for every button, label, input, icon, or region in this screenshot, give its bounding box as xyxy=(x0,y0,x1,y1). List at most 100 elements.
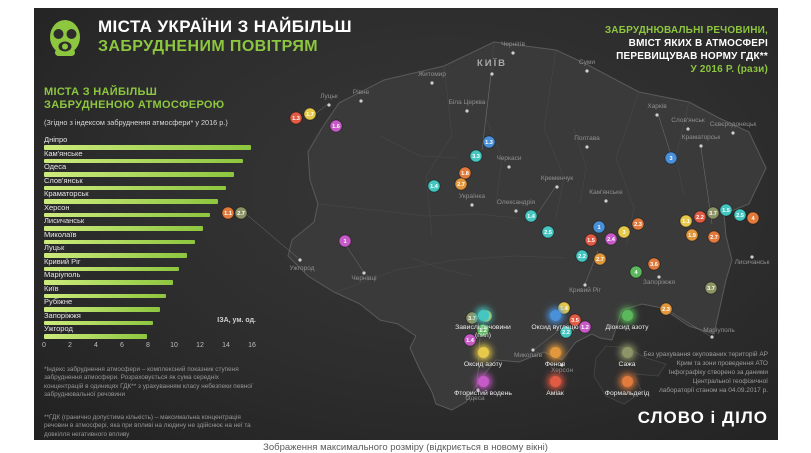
svg-text:1.1: 1.1 xyxy=(224,211,232,217)
city-dot xyxy=(750,255,754,259)
phenol-legend-dot xyxy=(549,347,561,358)
brand-logo: СЛОВО і ДІЛО xyxy=(637,408,768,427)
iza-bar xyxy=(44,239,195,244)
city-name: Лисичанськ xyxy=(735,259,770,266)
fullsize-image-link[interactable]: Зображення максимального розміру (відкри… xyxy=(263,442,548,453)
region-border xyxy=(543,49,565,219)
right-header: ЗАБРУДНЮВАЛЬНІ РЕЧОВИНИ, ВМІСТ ЯКИХ В АТМ… xyxy=(605,24,768,76)
iza-bar xyxy=(44,253,187,258)
city-name: Кривий Ріг xyxy=(569,286,601,294)
axis-tick: 4 xyxy=(94,341,98,349)
svg-text:4: 4 xyxy=(634,270,638,276)
no2-legend-dot xyxy=(621,310,633,321)
svg-text:1.5: 1.5 xyxy=(722,208,730,214)
bar-row: Кам'янське xyxy=(44,148,258,163)
city-dot xyxy=(359,99,363,103)
bar-row: Маріуполь xyxy=(44,271,258,285)
hf-legend-dot xyxy=(477,376,489,387)
region-border xyxy=(485,41,503,205)
city-label: Херсон xyxy=(44,202,70,212)
pollutant-marker: 1.8 xyxy=(458,166,472,180)
right-header-line: У 2016 Р. (рази) xyxy=(690,64,768,75)
svg-text:3.6: 3.6 xyxy=(650,262,658,268)
svg-text:3.7: 3.7 xyxy=(468,316,476,322)
city-name: Олександрія xyxy=(497,198,536,206)
city-dot xyxy=(327,103,331,107)
pollutant-marker: 2.7 xyxy=(454,177,468,191)
city-label: Слов'янськ xyxy=(44,175,83,185)
city-dot xyxy=(604,199,608,203)
footnote-1: *Індекс забруднення атмосфери – комплекс… xyxy=(44,365,253,399)
right-header-line: ЗАБРУДНЮВАЛЬНІ РЕЧОВИНИ, xyxy=(604,25,768,36)
legend-label: Завислі речовини (пил) xyxy=(455,324,511,339)
city-label: Кривий Ріг xyxy=(44,256,81,266)
pollutant-marker: 2.7 xyxy=(593,252,607,266)
legend-label: Аміак xyxy=(546,390,564,397)
legend-label: Оксид азоту xyxy=(463,361,503,368)
soot-legend-dot xyxy=(621,347,633,358)
city-dot xyxy=(490,72,494,76)
panel-title-line2: ЗАБРУДНЕНОЮ АТМОСФЕРОЮ xyxy=(44,99,225,111)
pollutant-marker: 1 xyxy=(592,220,606,234)
iza-bar xyxy=(44,199,219,204)
x-axis: 0 2 4 6 8 10 12 14 16 xyxy=(42,341,258,352)
pollutant-marker: 2.3 xyxy=(631,217,645,231)
pollutant-marker: 1.9 xyxy=(685,228,699,242)
city-dot xyxy=(430,81,434,85)
svg-text:2.7: 2.7 xyxy=(237,211,245,217)
city-dot xyxy=(531,348,535,352)
bar-row: Запоріжжя xyxy=(44,311,258,325)
city-dot xyxy=(511,51,515,55)
pollutant-marker: 3.7 xyxy=(706,206,720,220)
city-label: Кам'янське xyxy=(44,148,83,158)
svg-text:1.6: 1.6 xyxy=(332,124,340,130)
pollutant-marker: 1.5 xyxy=(719,203,733,217)
bar-row: Кривий Ріг xyxy=(44,256,258,271)
city-dot xyxy=(657,275,661,279)
credits-line: Інфографіку створено за даними xyxy=(668,369,768,376)
city-name: Українка xyxy=(459,193,485,200)
city-name: Полтава xyxy=(574,135,600,142)
pollutant-marker: 3.7 xyxy=(704,281,718,295)
svg-text:2.2: 2.2 xyxy=(562,330,570,336)
pollutant-marker: 2.5 xyxy=(733,208,747,222)
pollutant-marker: 2.2 xyxy=(559,325,573,339)
city-name: Чернівці xyxy=(351,274,376,282)
city-name: Краматорськ xyxy=(682,134,721,141)
city-dot xyxy=(710,335,714,339)
legend-item: Діоксид азоту xyxy=(591,310,663,340)
footnote-2: **ГДК (гранично допустима кількість) – м… xyxy=(44,413,251,439)
svg-text:2.7: 2.7 xyxy=(457,182,465,188)
city-name: Сєвєродонецьк xyxy=(710,121,757,128)
city-name: Запоріжжя xyxy=(643,278,675,286)
pollutant-marker: 3.3 xyxy=(469,149,483,163)
city-dot xyxy=(476,388,480,392)
region-border xyxy=(573,127,587,205)
city-name: Біла Церква xyxy=(449,98,486,106)
pollutant-marker: 2.7 xyxy=(707,230,721,244)
svg-text:3: 3 xyxy=(622,230,625,236)
axis-tick: 12 xyxy=(196,341,204,349)
pollutant-marker: 2.2 xyxy=(575,249,589,263)
city-name: Одеса xyxy=(465,395,485,402)
panel-title-line1: МІСТА З НАЙБІЛЬШ xyxy=(44,86,158,98)
iza-bar xyxy=(44,145,251,150)
city-name: Рівне xyxy=(353,88,370,96)
bar-row: Київ xyxy=(44,284,258,298)
city-dot xyxy=(583,283,587,287)
pollutant-marker: 1.2 xyxy=(476,323,490,337)
city-label: Рубіжне xyxy=(44,297,73,306)
legend-label: Фтористий водень xyxy=(454,390,512,397)
svg-text:3: 3 xyxy=(669,156,672,162)
pollutant-marker: 1.2 xyxy=(578,320,592,334)
iza-bar xyxy=(44,320,154,325)
bar-row: Слов'янськ xyxy=(44,175,258,190)
legend-label: Оксид вуглецю xyxy=(531,324,579,331)
city-dot xyxy=(362,271,366,275)
main-title: МІСТА УКРАЇНИ З НАЙБІЛЬШ ЗАБРУДНЕНИМ ПОВ… xyxy=(98,16,352,57)
marker-connector xyxy=(534,319,573,350)
pollutant-marker: 3.6 xyxy=(647,257,661,271)
city-dot xyxy=(686,127,690,131)
bar-row: Одеса xyxy=(44,163,258,177)
city-dot xyxy=(560,363,564,367)
